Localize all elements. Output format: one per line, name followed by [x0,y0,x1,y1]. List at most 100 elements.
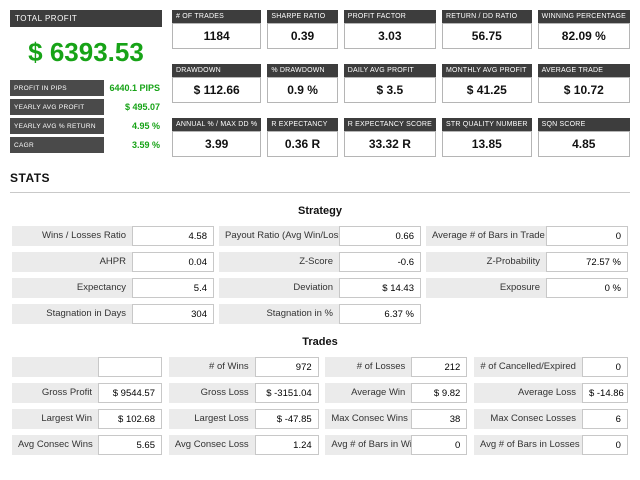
left-stat-value: 3.59 % [131,140,160,150]
stat-label: AHPR [12,252,132,272]
left-stat-value: 6440.1 PIPS [109,83,160,93]
metric-cell-daily-avg-profit: DAILY AVG PROFIT $ 3.5 [343,64,436,103]
metric-cell-average-trade: AVERAGE TRADE $ 10.72 [537,64,630,103]
metric-cell-drawdown: DRAWDOWN $ 112.66 [172,64,262,103]
stat-label: Exposure [426,278,546,298]
stat-value [98,357,162,377]
metric-label: R EXPECTANCY [267,118,338,131]
metric-label: SQN SCORE [537,118,630,131]
stat-pair-wins-losses-ratio: Wins / Losses Ratio 4.58 [12,226,214,246]
metric-label: % DRAWDOWN [267,64,338,77]
stat-value: $ -14.86 [581,383,628,403]
trades-row: Largest Win $ 102.68 Largest Loss $ -47.… [12,409,628,429]
stat-pair-gross-loss: Gross Loss $ -3151.04 [168,383,319,403]
metric-label: MONTHLY AVG PROFIT [441,64,532,77]
metric-label: R EXPECTANCY SCORE [343,118,436,131]
left-stat-label: YEARLY AVG % RETURN [10,118,104,134]
stat-label: Largest Loss [168,409,255,429]
stat-value: 0 [581,357,628,377]
metric-label: DRAWDOWN [172,64,262,77]
stat-value: 0.66 [339,226,421,246]
left-stat-value: 4.95 % [131,121,160,131]
stat-label: Stagnation in Days [12,304,132,324]
metric-cell-str-quality-number: STR QUALITY NUMBER 13.85 [441,118,532,157]
metric-cell-r-expectancy-score: R EXPECTANCY SCORE 33.32 R [343,118,436,157]
stat-pair-expectancy: Expectancy 5.4 [12,278,214,298]
stat-pair-deviation: Deviation $ 14.43 [219,278,421,298]
stat-label: Avg # of Bars in Losses [473,435,582,455]
metric-value: 3.99 [172,131,262,157]
stat-value: 5.4 [132,278,214,298]
stat-label: Z-Score [219,252,339,272]
stat-value: $ -3151.04 [254,383,319,403]
stat-value: 0 [581,435,628,455]
stat-value: 72.57 % [546,252,628,272]
stat-label: # of Wins [168,357,255,377]
stat-pair-avg-consec-wins: Avg Consec Wins 5.65 [12,435,162,455]
metric-value: $ 10.72 [537,77,630,103]
metrics-grid: # OF TRADES 1184 SHARPE RATIO 0.39 PROFI… [172,10,630,157]
stat-value: 6.37 % [339,304,421,324]
metric-value: $ 3.5 [343,77,436,103]
stat-value: 6 [581,409,628,429]
strategy-table: Wins / Losses Ratio 4.58 Payout Ratio (A… [0,226,640,324]
metric-label: # OF TRADES [172,10,262,23]
stat-value: $ -47.85 [254,409,319,429]
stat-pair-average-win: Average Win $ 9.82 [325,383,468,403]
stat-value: 38 [411,409,468,429]
stat-value: 0.04 [132,252,214,272]
stat-value: 972 [254,357,319,377]
stat-label: Average # of Bars in Trade [426,226,546,246]
stat-pair-average-loss: Average Loss $ -14.86 [473,383,628,403]
metric-value: $ 41.25 [441,77,532,103]
total-profit-panel: TOTAL PROFIT $ 6393.53 PROFIT IN PIPS 64… [10,10,162,157]
metric-label: STR QUALITY NUMBER [441,118,532,131]
left-stat-value: $ 495.07 [124,102,160,112]
stat-pair-z-probability: Z-Probability 72.57 % [426,252,628,272]
stat-pair-num-wins: # of Wins 972 [168,357,319,377]
stat-pair-avg-bars-in-trade: Average # of Bars in Trade 0 [426,226,628,246]
stat-label: Gross Profit [12,383,98,403]
strategy-row: Expectancy 5.4 Deviation $ 14.43 Exposur… [12,278,628,298]
stat-value: 0 % [546,278,628,298]
stat-label: Stagnation in % [219,304,339,324]
stat-label: Gross Loss [168,383,255,403]
stat-label [12,357,98,377]
stat-value: 212 [411,357,468,377]
summary-section: TOTAL PROFIT $ 6393.53 PROFIT IN PIPS 64… [0,0,640,157]
stat-value: -0.6 [339,252,421,272]
stat-label: # of Losses [325,357,412,377]
stat-pair-avg-consec-loss: Avg Consec Loss 1.24 [168,435,319,455]
left-stat-label: YEARLY AVG PROFIT [10,99,104,115]
stat-pair-exposure: Exposure 0 % [426,278,628,298]
metric-cell-annual-max-dd: ANNUAL % / MAX DD % 3.99 [172,118,262,157]
stat-label: Avg Consec Wins [12,435,98,455]
metric-cell-pct-drawdown: % DRAWDOWN 0.9 % [267,64,338,103]
stat-pair-z-score: Z-Score -0.6 [219,252,421,272]
left-stat-label: PROFIT IN PIPS [10,80,104,96]
metric-label: SHARPE RATIO [267,10,338,23]
metric-cell-r-expectancy: R EXPECTANCY 0.36 R [267,118,338,157]
trades-row: Gross Profit $ 9544.57 Gross Loss $ -315… [12,383,628,403]
stat-label: Deviation [219,278,339,298]
trades-row: Avg Consec Wins 5.65 Avg Consec Loss 1.2… [12,435,628,455]
stat-label: Avg Consec Loss [168,435,255,455]
stat-pair-empty [12,357,162,377]
stat-value: 0 [546,226,628,246]
metric-value: 1184 [172,23,262,49]
strategy-row: AHPR 0.04 Z-Score -0.6 Z-Probability 72.… [12,252,628,272]
stat-label: Largest Win [12,409,98,429]
stat-label: Average Win [325,383,412,403]
stat-pair-stagnation-days: Stagnation in Days 304 [12,304,214,324]
metric-label: DAILY AVG PROFIT [343,64,436,77]
metric-cell-sqn-score: SQN SCORE 4.85 [537,118,630,157]
stat-pair-max-consec-losses: Max Consec Losses 6 [473,409,628,429]
stat-label: Z-Probability [426,252,546,272]
total-profit-value: $ 6393.53 [28,37,144,67]
stat-value: 0 [411,435,468,455]
trades-table: # of Wins 972 # of Losses 212 # of Cance… [0,357,640,455]
metric-value: 56.75 [441,23,532,49]
stat-value: $ 102.68 [98,409,162,429]
metric-value: 0.36 R [267,131,338,157]
left-stat-row-cagr: CAGR 3.59 % [10,137,162,153]
